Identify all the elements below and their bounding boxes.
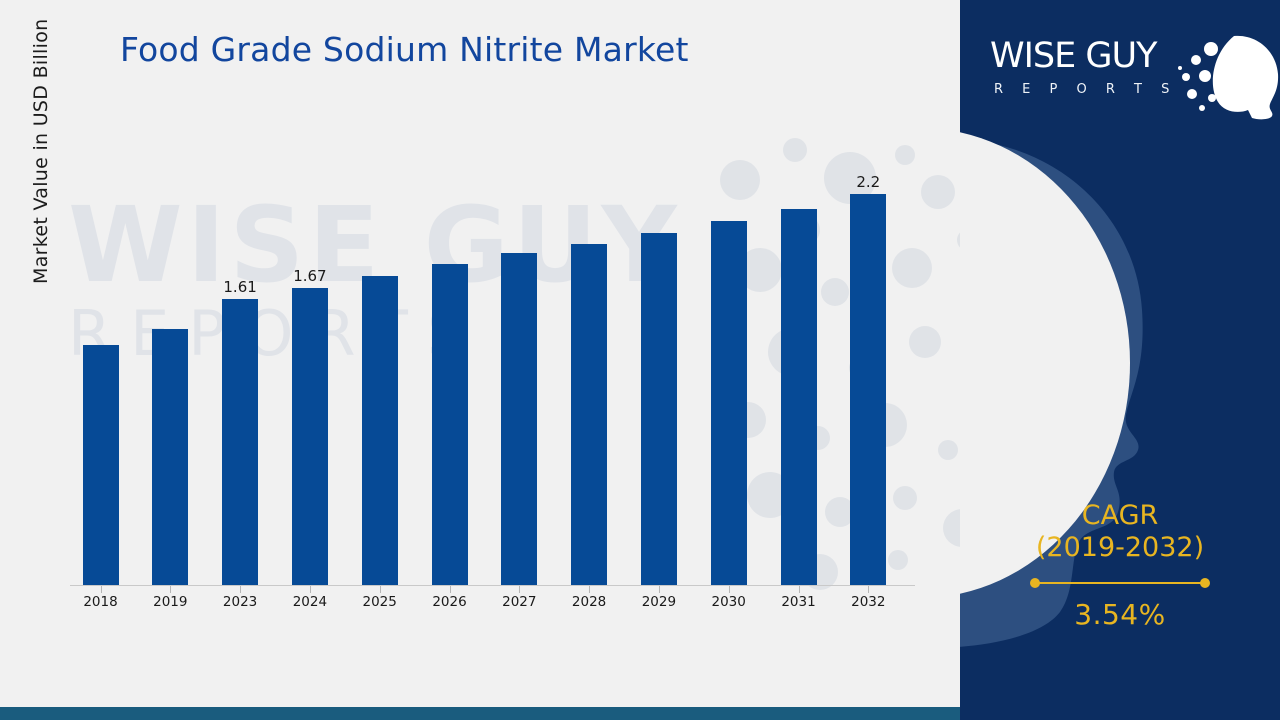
wiseguy-logo: WISE GUY R E P O R T S (982, 32, 1279, 120)
x-axis-tick (728, 586, 730, 593)
cagr-divider (1030, 577, 1210, 588)
x-axis-tick (240, 586, 242, 593)
x-axis-tick-label: 2019 (153, 594, 188, 610)
x-axis-tick-label: 2031 (781, 594, 816, 610)
cagr-value: 3.54% (1074, 597, 1166, 631)
x-axis-tick (589, 586, 591, 593)
x-axis-tick-label: 2025 (362, 594, 397, 610)
x-axis-tick (519, 586, 521, 593)
x-axis-tick-label: 2026 (432, 594, 467, 610)
x-axis-tick-label: 2027 (502, 594, 537, 610)
x-axis-tick (449, 586, 451, 593)
x-axis-tick-label: 2029 (641, 594, 677, 610)
chart-panel: WISE GUY REPORTS Food Grade Sodium Nitri… (0, 18, 960, 720)
x-axis-line (70, 585, 915, 586)
plot-area: 1.61 1.67 2.2 (70, 150, 910, 585)
y-axis-label: Market Value in USD Billion (30, 18, 52, 284)
bar-column (501, 253, 538, 585)
bar-column (152, 329, 189, 585)
bar-column (82, 345, 119, 585)
bar-value-label: 1.67 (293, 267, 327, 285)
bar-column (780, 209, 817, 585)
bar-column (710, 221, 747, 585)
bottom-accent-strip (0, 707, 960, 720)
x-axis-tick (868, 586, 870, 593)
bar-column (571, 244, 608, 585)
x-axis-tick-label: 2032 (851, 594, 886, 610)
bar (850, 194, 887, 585)
bar (291, 288, 328, 585)
bar-value-label: 1.61 (223, 278, 257, 296)
bar-column (640, 233, 677, 585)
divider-line (1035, 581, 1205, 584)
x-axis-tick (798, 586, 800, 593)
x-axis-tick-label: 2023 (222, 594, 258, 610)
bar-column (361, 276, 398, 585)
bar (222, 299, 259, 585)
x-axis-tick (170, 586, 172, 593)
bar (780, 209, 817, 585)
bar (431, 264, 468, 585)
bar-column: 2.2 (850, 173, 887, 585)
bar-value-label: 2.2 (856, 173, 881, 191)
x-axis-tick (309, 586, 311, 593)
bar-column (431, 264, 468, 585)
x-axis-tick-label: 2028 (571, 594, 607, 610)
bar (82, 345, 119, 585)
divider-dot-right (1200, 577, 1210, 588)
logo-wordmark: WISE GUY (990, 36, 1158, 76)
cagr-block: CAGR (2019-2032) 3.54% (960, 500, 1280, 631)
x-axis-tick (100, 586, 102, 593)
x-axis-tick-label: 2030 (711, 594, 746, 610)
x-axis-tick-label: 2024 (292, 594, 328, 610)
cagr-label: CAGR (1081, 500, 1159, 531)
x-axis-tick (658, 586, 660, 593)
logo-head-dots-icon (1178, 35, 1279, 120)
bar (710, 221, 747, 585)
x-axis-tick (379, 586, 381, 593)
chart-title: Food Grade Sodium Nitrite Market (120, 30, 689, 69)
bar (361, 276, 398, 585)
bar (571, 244, 608, 585)
bar (501, 253, 538, 585)
bar-column: 1.67 (291, 267, 328, 585)
bar (152, 329, 189, 585)
brand-panel: WISE GUY R E P O R T S CAGR (2019-2032) (960, 0, 1280, 720)
x-axis-tick-label: 2018 (83, 594, 118, 610)
bar (640, 233, 677, 585)
cagr-range: (2019-2032) (1035, 531, 1205, 563)
logo-subtitle: R E P O R T S (994, 82, 1177, 97)
bar-column: 1.61 (222, 278, 259, 585)
